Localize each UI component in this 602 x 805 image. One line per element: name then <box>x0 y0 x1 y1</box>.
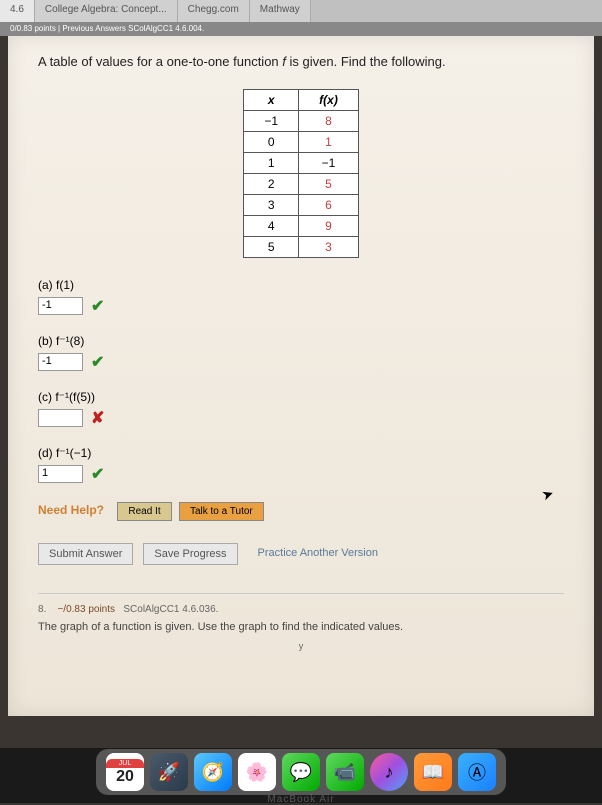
save-progress-button[interactable]: Save Progress <box>143 543 237 565</box>
photos-icon[interactable]: 🌸 <box>238 753 276 791</box>
next-q-text: The graph of a function is given. Use th… <box>38 621 564 633</box>
appstore-icon[interactable]: Ⓐ <box>458 753 496 791</box>
check-icon: ✔ <box>91 296 104 316</box>
next-question: 8. −/0.83 points SColAlgCC1 4.6.036. The… <box>38 593 564 651</box>
part-a-label: (a) f(1) <box>38 278 74 292</box>
tab-section[interactable]: 4.6 <box>0 0 35 22</box>
question-content: A table of values for a one-to-one funct… <box>8 36 594 716</box>
graph-axis-label: y <box>38 641 564 651</box>
part-a: (a) f(1) -1 ✔ <box>38 278 564 316</box>
check-icon: ✔ <box>91 464 104 484</box>
table-row: 01 <box>244 132 359 153</box>
messages-icon[interactable]: 💬 <box>282 753 320 791</box>
part-c-label: (c) f⁻¹(f(5)) <box>38 390 95 404</box>
talk-to-tutor-button[interactable]: Talk to a Tutor <box>179 502 264 521</box>
table-row: −18 <box>244 111 359 132</box>
cross-icon: ✘ <box>91 408 104 428</box>
part-c-answer-input[interactable] <box>38 409 83 427</box>
calendar-icon[interactable]: JUL 20 <box>106 753 144 791</box>
read-it-button[interactable]: Read It <box>117 502 171 521</box>
question-meta-bar: 0/0.83 points | Previous Answers SColAlg… <box>0 22 602 36</box>
tab-chegg[interactable]: Chegg.com <box>178 0 250 22</box>
tab-mathway[interactable]: Mathway <box>250 0 311 22</box>
part-b-label: (b) f⁻¹(8) <box>38 334 84 348</box>
table-row: 53 <box>244 237 359 258</box>
part-d-label: (d) f⁻¹(−1) <box>38 446 91 460</box>
need-help-label: Need Help? <box>38 503 104 517</box>
part-d-answer-input[interactable]: 1 <box>38 465 83 483</box>
safari-icon[interactable]: 🧭 <box>194 753 232 791</box>
need-help-row: Need Help? Read It Talk to a Tutor <box>38 502 564 521</box>
browser-tab-bar: 4.6 College Algebra: Concept... Chegg.co… <box>0 0 602 22</box>
table-row: 36 <box>244 195 359 216</box>
practice-another-button[interactable]: Practice Another Version <box>248 543 388 565</box>
itunes-icon[interactable]: ♪ <box>370 753 408 791</box>
check-icon: ✔ <box>91 352 104 372</box>
ibooks-icon[interactable]: 📖 <box>414 753 452 791</box>
facetime-icon[interactable]: 📹 <box>326 753 364 791</box>
tab-textbook[interactable]: College Algebra: Concept... <box>35 0 178 22</box>
table-header-x: x <box>244 90 299 111</box>
table-row: 49 <box>244 216 359 237</box>
part-c: (c) f⁻¹(f(5)) ✘ <box>38 390 564 428</box>
macos-dock: JUL 20 🚀 🧭 🌸 💬 📹 ♪ 📖 Ⓐ <box>96 749 506 795</box>
macbook-label: MacBook Air <box>267 794 334 805</box>
next-q-points: −/0.83 points <box>57 604 115 615</box>
part-b-answer-input[interactable]: -1 <box>38 353 83 371</box>
function-table: x f(x) −18 01 1−1 25 36 49 53 <box>243 89 359 258</box>
question-prompt: A table of values for a one-to-one funct… <box>38 54 564 69</box>
table-row: 1−1 <box>244 153 359 174</box>
table-header-fx: f(x) <box>299 90 359 111</box>
action-button-row: Submit Answer Save Progress Practice Ano… <box>38 543 564 565</box>
next-q-ref: SColAlgCC1 4.6.036. <box>123 604 218 615</box>
next-q-number: 8. <box>38 604 46 615</box>
table-row: 25 <box>244 174 359 195</box>
part-b: (b) f⁻¹(8) -1 ✔ <box>38 334 564 372</box>
launchpad-icon[interactable]: 🚀 <box>150 753 188 791</box>
part-a-answer-input[interactable]: -1 <box>38 297 83 315</box>
part-d: (d) f⁻¹(−1) 1 ✔ <box>38 446 564 484</box>
submit-answer-button[interactable]: Submit Answer <box>38 543 133 565</box>
